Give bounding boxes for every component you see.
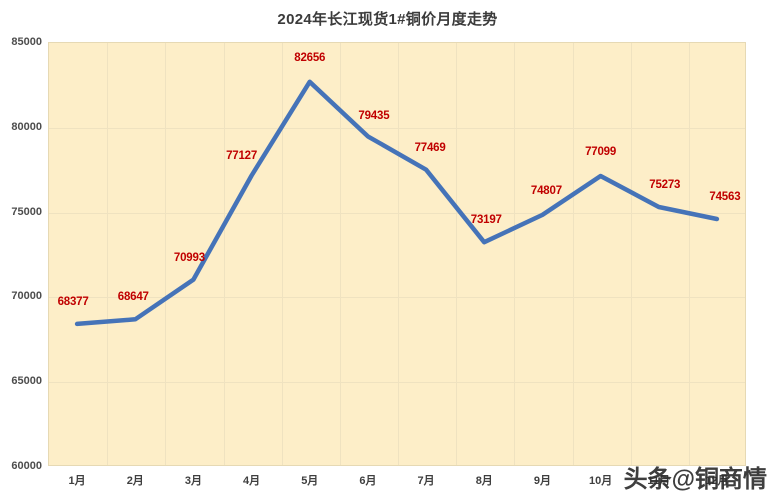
gridline-vertical xyxy=(281,43,283,465)
y-axis-tick-label: 60000 xyxy=(11,460,42,472)
gridline-vertical xyxy=(339,43,341,465)
y-axis-tick-label: 75000 xyxy=(11,205,42,218)
watermark-brand: 头条 xyxy=(623,466,672,493)
data-point-label: 74807 xyxy=(530,184,562,197)
x-axis-tick-label: 8月 xyxy=(475,475,493,487)
gridline-vertical xyxy=(688,43,690,465)
gridline-vertical xyxy=(514,43,516,465)
gridline-vertical xyxy=(572,43,574,465)
gridline-horizontal xyxy=(49,212,745,214)
x-axis-tick-label: 6月 xyxy=(359,475,377,487)
data-point-label: 68377 xyxy=(57,295,89,308)
gridline-horizontal xyxy=(49,297,745,299)
x-axis-tick-label: 5月 xyxy=(301,475,319,487)
gridline-vertical xyxy=(630,43,632,465)
gridline-vertical xyxy=(223,43,225,465)
x-axis-tick-label: 2月 xyxy=(126,475,144,487)
y-axis-tick-label: 70000 xyxy=(11,290,42,303)
y-axis-tick-label: 80000 xyxy=(11,120,42,133)
watermark-handle: @铜商情 xyxy=(671,466,767,493)
gridline-vertical xyxy=(165,43,167,465)
data-point-label: 82656 xyxy=(294,51,326,64)
x-axis-tick-label: 9月 xyxy=(533,475,551,487)
x-axis-tick-label: 3月 xyxy=(184,475,202,487)
data-point-label: 79435 xyxy=(358,110,390,123)
x-axis-tick-label: 4月 xyxy=(243,475,261,487)
data-point-label: 73197 xyxy=(470,214,502,227)
data-point-label: 70993 xyxy=(173,251,205,264)
gridline-vertical xyxy=(398,43,399,465)
data-point-label: 77099 xyxy=(585,146,617,158)
watermark: 头条@铜商情 xyxy=(624,459,767,494)
x-axis-tick-label: 1月 xyxy=(68,475,86,487)
x-axis-tick-label: 12月 xyxy=(705,475,729,487)
chart-title: 2024年长江现货1#铜价月度走势 xyxy=(277,11,498,28)
data-point-label: 74563 xyxy=(709,191,741,203)
data-point-label: 68647 xyxy=(117,291,149,304)
x-axis-tick-label: 11月 xyxy=(647,475,671,487)
gridline-vertical xyxy=(107,43,109,465)
data-point-label: 77127 xyxy=(226,149,258,162)
plot-area xyxy=(48,42,746,466)
y-axis-tick-label: 65000 xyxy=(11,375,42,388)
x-axis-tick-label: 10月 xyxy=(588,475,613,487)
y-axis-tick-label: 85000 xyxy=(11,36,42,48)
gridline-horizontal xyxy=(49,382,745,384)
gridline-horizontal xyxy=(49,127,745,129)
x-axis-tick-label: 7月 xyxy=(417,475,435,487)
data-point-label: 75273 xyxy=(649,178,681,191)
data-point-label: 77469 xyxy=(414,141,446,154)
gridline-vertical xyxy=(456,43,458,465)
